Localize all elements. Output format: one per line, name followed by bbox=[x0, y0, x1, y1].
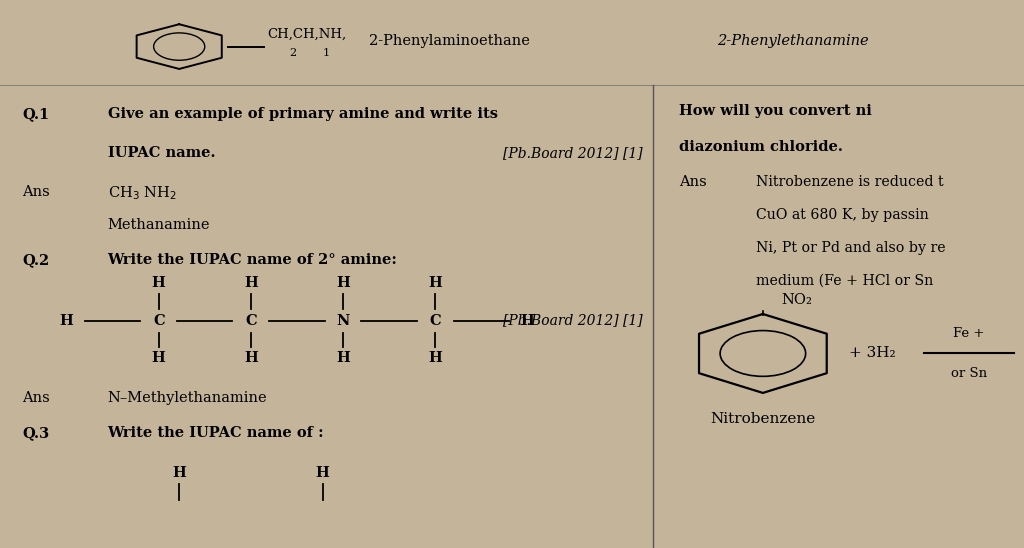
Text: C: C bbox=[429, 313, 441, 328]
Text: CuO at 680 K, by passin: CuO at 680 K, by passin bbox=[756, 208, 929, 222]
Text: H: H bbox=[428, 351, 442, 365]
Text: H: H bbox=[428, 276, 442, 290]
Text: C: C bbox=[245, 313, 257, 328]
Text: C: C bbox=[153, 313, 165, 328]
Text: N–Methylethanamine: N–Methylethanamine bbox=[108, 391, 267, 405]
Text: Give an example of primary amine and write its: Give an example of primary amine and wri… bbox=[108, 107, 498, 121]
Text: H: H bbox=[520, 313, 535, 328]
Text: 2-Phenylethanamine: 2-Phenylethanamine bbox=[717, 34, 868, 48]
Text: medium (Fe + HCl or Sn: medium (Fe + HCl or Sn bbox=[756, 274, 933, 288]
Text: H: H bbox=[59, 313, 74, 328]
Text: + 3H₂: + 3H₂ bbox=[849, 346, 896, 361]
Text: Q.1: Q.1 bbox=[23, 107, 50, 121]
Text: H: H bbox=[244, 276, 258, 290]
Text: 2: 2 bbox=[290, 48, 296, 58]
Text: H: H bbox=[336, 351, 350, 365]
Text: H: H bbox=[315, 466, 330, 480]
Text: N: N bbox=[336, 313, 350, 328]
Text: NO₂: NO₂ bbox=[781, 293, 812, 307]
Text: 2-Phenylaminoethane: 2-Phenylaminoethane bbox=[369, 34, 529, 48]
Text: Q.2: Q.2 bbox=[23, 253, 50, 267]
Text: Nitrobenzene: Nitrobenzene bbox=[711, 412, 815, 426]
Text: H: H bbox=[244, 351, 258, 365]
Text: [Pb.Board 2012] [1]: [Pb.Board 2012] [1] bbox=[504, 313, 643, 328]
Text: Write the IUPAC name of :: Write the IUPAC name of : bbox=[108, 426, 325, 441]
Text: Methanamine: Methanamine bbox=[108, 218, 210, 232]
Text: H: H bbox=[152, 351, 166, 365]
Text: Ans: Ans bbox=[23, 391, 50, 405]
Text: Fe +: Fe + bbox=[953, 327, 984, 340]
Text: 1: 1 bbox=[324, 48, 330, 58]
Text: H: H bbox=[152, 276, 166, 290]
Text: CH,CH,NH,: CH,CH,NH, bbox=[267, 28, 346, 41]
Text: Q.3: Q.3 bbox=[23, 426, 49, 441]
Text: diazonium chloride.: diazonium chloride. bbox=[679, 140, 843, 154]
Text: Ans: Ans bbox=[23, 185, 50, 199]
Text: H: H bbox=[172, 466, 186, 480]
Text: or Sn: or Sn bbox=[950, 367, 987, 380]
Text: How will you convert ni: How will you convert ni bbox=[679, 104, 871, 118]
Text: CH$_3$ NH$_2$: CH$_3$ NH$_2$ bbox=[108, 185, 176, 202]
Text: Ni, Pt or Pd and also by re: Ni, Pt or Pd and also by re bbox=[756, 241, 945, 255]
Text: Nitrobenzene is reduced t: Nitrobenzene is reduced t bbox=[756, 175, 943, 190]
Text: Ans: Ans bbox=[679, 175, 707, 190]
Text: IUPAC name.: IUPAC name. bbox=[108, 146, 215, 161]
Text: Write the IUPAC name of 2° amine:: Write the IUPAC name of 2° amine: bbox=[108, 253, 397, 267]
Text: H: H bbox=[336, 276, 350, 290]
Text: [Pb.Board 2012] [1]: [Pb.Board 2012] [1] bbox=[504, 146, 643, 161]
